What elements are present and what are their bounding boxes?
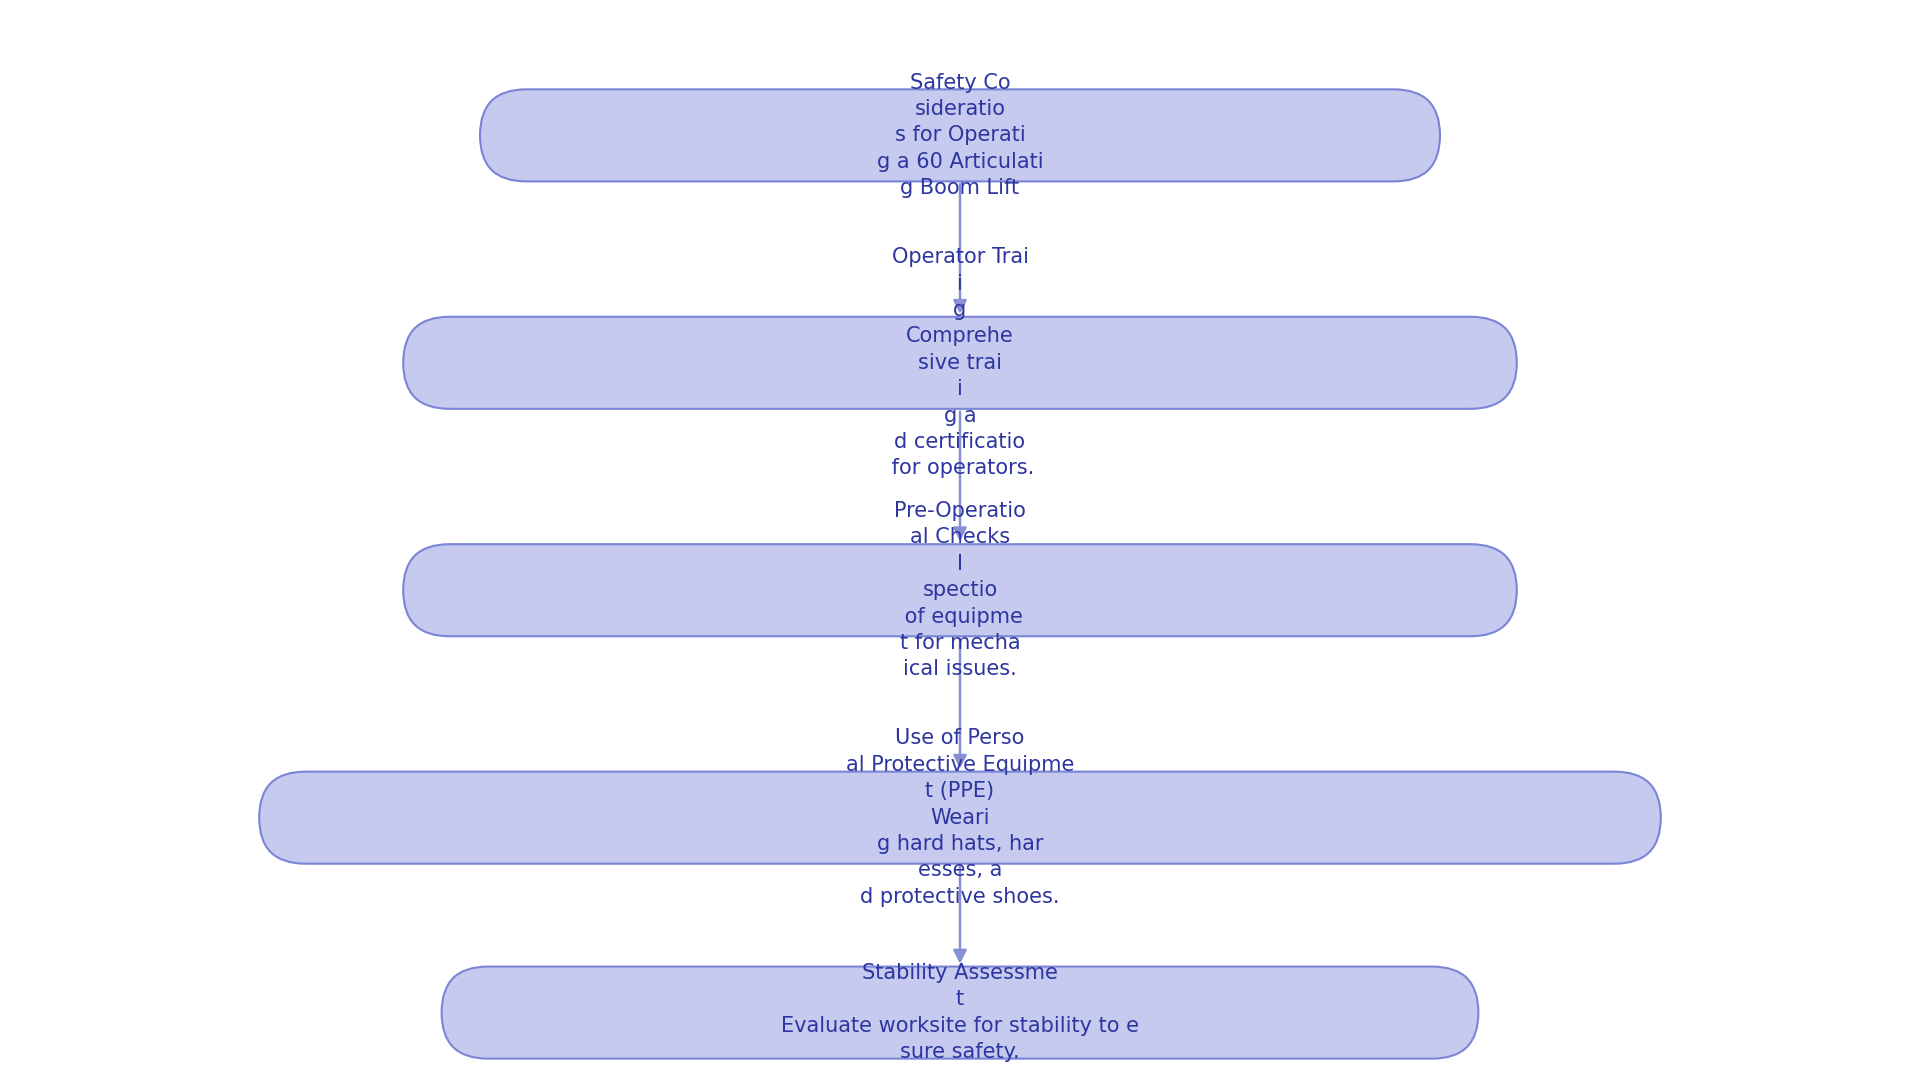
FancyBboxPatch shape [480,90,1440,182]
Text: Pre-Operatio
al Checks
I
spectio
 of equipme
t for mecha
ical issues.: Pre-Operatio al Checks I spectio of equi… [895,501,1025,679]
Text: Use of Perso
al Protective Equipme
t (PPE)
Weari
g hard hats, har
esses, a
d pro: Use of Perso al Protective Equipme t (PP… [847,729,1073,906]
FancyBboxPatch shape [442,967,1478,1059]
Text: Operator Trai
i
g
Comprehe
sive trai
i
g a
d certificatio
 for operators.: Operator Trai i g Comprehe sive trai i g… [885,247,1035,479]
FancyBboxPatch shape [403,317,1517,409]
Text: Safety Co
sideratio
s for Operati
g a 60 Articulati
g Boom Lift: Safety Co sideratio s for Operati g a 60… [877,73,1043,198]
Text: Stability Assessme
t
Evaluate worksite for stability to e
sure safety.: Stability Assessme t Evaluate worksite f… [781,963,1139,1062]
FancyBboxPatch shape [259,772,1661,864]
FancyBboxPatch shape [403,545,1517,637]
